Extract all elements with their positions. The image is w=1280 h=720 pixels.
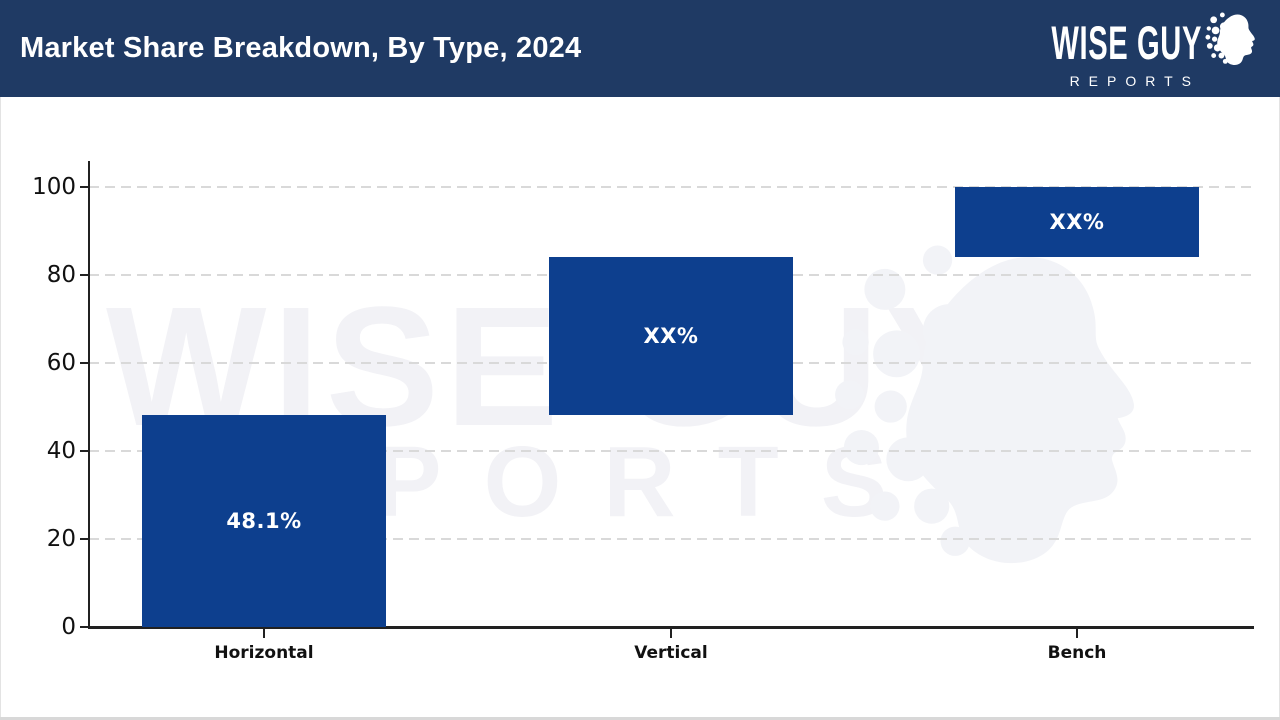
logo-subtext: REPORTS [1069,72,1200,89]
x-category-label: Bench [1047,643,1107,663]
y-tick-mark [80,274,89,276]
bar-value-label: XX% [1049,210,1105,235]
bar-segment: XX% [549,257,793,416]
y-tick-label: 20 [46,526,76,552]
logo-wordmark-row: WISE GUY [959,9,1262,77]
y-axis-line [88,161,90,629]
bar-segment: XX% [955,187,1199,258]
chart-plot: WISE GUY REPORTS 0 20 40 60 80 100 48.1% Horizo… [0,97,1280,720]
logo-wordmark-wrap: WISE GUY [1051,15,1202,70]
bar-value-label: XX% [643,324,699,349]
bar-segment: 48.1% [142,415,386,627]
logo: WISE GUY REPORTS [959,9,1262,89]
header: Market Share Breakdown, By Type, 2024 WI… [0,0,1280,97]
y-tick-label: 60 [46,350,76,376]
y-tick-mark [80,626,89,628]
logo-wordmark: WISE GUY [1051,16,1202,69]
gridline [89,450,1253,452]
y-tick-label: 0 [61,614,76,640]
bar-value-label: 48.1% [226,509,302,534]
y-tick-mark [80,186,89,188]
x-axis-line [88,626,1254,629]
y-tick-mark [80,538,89,540]
gridline [89,186,1253,188]
x-category-label: Vertical [634,643,708,663]
x-tick-mark [263,629,265,638]
bottom-border [0,717,1280,720]
logo-face-icon [1205,12,1255,65]
watermark-face-icon [835,245,1134,564]
gridline [89,538,1253,540]
y-tick-label: 40 [46,438,76,464]
y-tick-label: 100 [32,174,76,200]
y-tick-label: 80 [46,262,76,288]
page-title: Market Share Breakdown, By Type, 2024 [20,32,582,64]
x-tick-mark [670,629,672,638]
y-tick-mark [80,362,89,364]
x-category-label: Horizontal [214,643,314,663]
y-tick-mark [80,450,89,452]
x-tick-mark [1076,629,1078,638]
